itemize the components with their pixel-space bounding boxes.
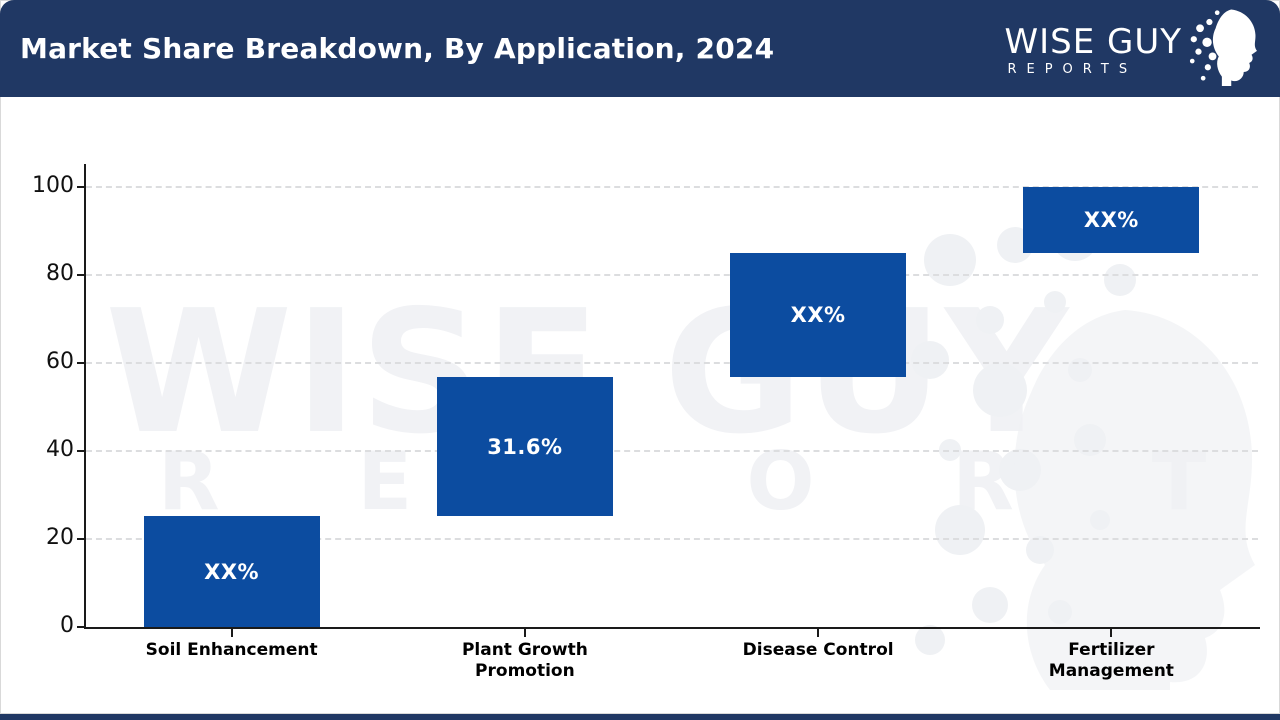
brand-subname: REPORTS <box>1007 62 1138 77</box>
y-tick-mark <box>77 362 84 364</box>
gridline-y100 <box>86 186 1258 188</box>
bar-segment: XX% <box>143 516 320 627</box>
header-bar: Market Share Breakdown, By Application, … <box>0 0 1280 97</box>
y-tick-label: 40 <box>46 437 74 462</box>
gridline-y80 <box>86 274 1258 276</box>
x-tick-label: Disease Control <box>742 640 894 660</box>
watermark-dots-head <box>911 220 1255 690</box>
x-tick-mark <box>817 629 820 637</box>
bar-value-label: 31.6% <box>487 434 563 459</box>
brand-head-icon <box>1189 9 1257 87</box>
y-tick-label: 60 <box>46 349 74 374</box>
y-tick-mark <box>77 186 84 188</box>
gridline-y40 <box>86 450 1258 452</box>
footer-bar <box>0 714 1280 720</box>
y-tick-label: 20 <box>46 525 74 550</box>
y-tick-mark <box>77 538 84 540</box>
x-tick-label: Plant Growth Promotion <box>461 640 588 681</box>
bar-value-label: XX% <box>790 303 846 328</box>
y-axis-line <box>84 164 86 629</box>
bar-value-label: XX% <box>204 559 260 584</box>
x-tick-mark <box>523 629 526 637</box>
x-axis-line <box>84 627 1260 629</box>
bar-segment: 31.6% <box>436 377 613 517</box>
brand-logo: WISE GUY REPORTS <box>1004 4 1264 90</box>
chart-title: Market Share Breakdown, By Application, … <box>20 32 775 65</box>
gridline-y20 <box>86 538 1258 540</box>
gridline-y60 <box>86 362 1258 364</box>
bar-value-label: XX% <box>1083 208 1139 232</box>
x-tick-label: Soil Enhancement <box>145 640 318 660</box>
x-tick-mark <box>1110 629 1113 637</box>
y-tick-mark <box>77 450 84 452</box>
bar-segment: XX% <box>730 253 907 378</box>
x-tick-label: Fertilizer Management <box>1048 640 1174 681</box>
brand-logo-text: WISE GUY REPORTS <box>1004 23 1182 77</box>
bar-segment: XX% <box>1023 187 1200 253</box>
y-tick-label: 100 <box>32 173 74 198</box>
y-tick-label: 0 <box>60 613 74 638</box>
brand-name: WISE GUY <box>1004 22 1182 62</box>
y-tick-label: 80 <box>46 261 74 286</box>
x-tick-mark <box>230 629 233 637</box>
y-tick-mark <box>77 626 84 628</box>
y-tick-mark <box>77 274 84 276</box>
footer-divider <box>0 713 1280 714</box>
